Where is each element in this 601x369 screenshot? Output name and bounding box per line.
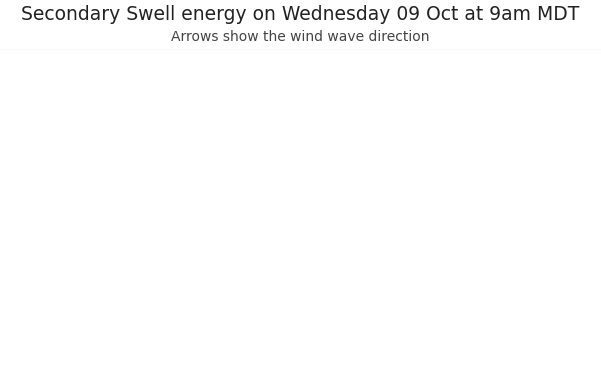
Text: Secondary Swell energy on Wednesday 09 Oct at 9am MDT: Secondary Swell energy on Wednesday 09 O…: [21, 6, 580, 24]
Text: Arrows show the wind wave direction: Arrows show the wind wave direction: [171, 30, 430, 44]
Text: cartopy not available: cartopy not available: [213, 200, 388, 218]
